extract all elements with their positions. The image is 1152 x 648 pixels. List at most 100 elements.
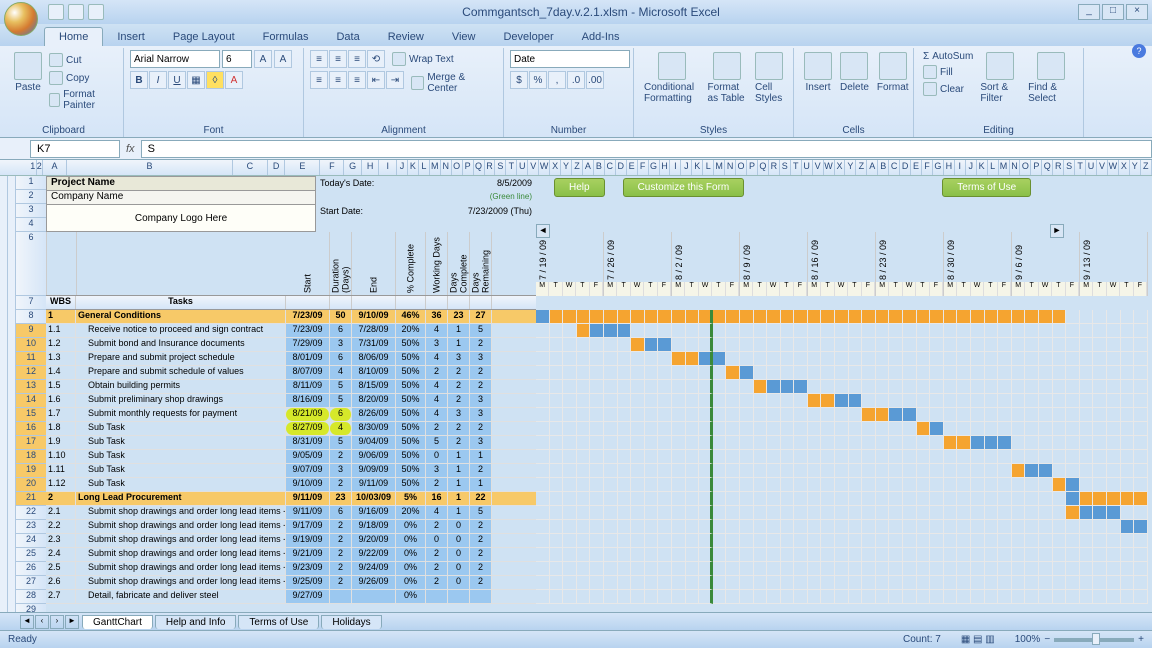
row-head-1[interactable]: 1 [16,176,46,190]
row-head-16[interactable]: 16 [16,422,46,436]
inc-decimal-button[interactable]: .0 [567,71,585,89]
row-head-14[interactable]: 14 [16,394,46,408]
qat-save-icon[interactable] [48,4,64,20]
row-head-27[interactable]: 27 [16,576,46,590]
formula-bar[interactable] [141,140,1152,158]
col-head-E[interactable]: E [285,160,320,175]
cell-styles-button[interactable]: Cell Styles [751,50,787,135]
shrink-font-button[interactable]: A [274,50,292,68]
border-button[interactable]: ▦ [187,71,205,89]
company-name-cell[interactable]: Company Name [47,191,315,205]
row-head-8[interactable]: 8 [16,310,46,324]
font-size-select[interactable] [222,50,252,68]
task-row-1.2[interactable]: 1.2Submit bond and Insurance documents7/… [46,338,536,352]
ribbon-tab-add-ins[interactable]: Add-Ins [568,28,634,46]
ribbon-tab-view[interactable]: View [438,28,490,46]
row-head-4[interactable]: 4 [16,218,46,232]
number-format-select[interactable] [510,50,630,68]
format-painter-button[interactable]: Format Painter [46,88,117,112]
minimize-button[interactable]: _ [1078,4,1100,20]
row-head-9[interactable]: 9 [16,324,46,338]
outline-col-1[interactable] [0,176,8,616]
underline-button[interactable]: U [168,71,186,89]
clear-button[interactable]: Clear [920,81,976,97]
ribbon-tab-page-layout[interactable]: Page Layout [159,28,249,46]
task-row-1.9[interactable]: 1.9Sub Task8/31/0959/04/0950%523 [46,436,536,450]
row-head-2[interactable]: 2 [16,190,46,204]
close-button[interactable]: × [1126,4,1148,20]
task-row-2.6[interactable]: 2.6Submit shop drawings and order long l… [46,576,536,590]
row-head-20[interactable]: 20 [16,478,46,492]
col-head-A[interactable]: A [43,160,67,175]
task-row-1.3[interactable]: 1.3Prepare and submit project schedule8/… [46,352,536,366]
wrap-text-button[interactable]: Wrap Text [389,50,457,68]
row-head-24[interactable]: 24 [16,534,46,548]
col-head-C[interactable]: C [233,160,268,175]
fill-button[interactable]: Fill [920,64,976,80]
help-icon[interactable]: ? [1132,44,1146,58]
task-row-1[interactable]: 1General Conditions7/23/09509/10/0946%36… [46,310,536,324]
ribbon-tab-formulas[interactable]: Formulas [249,28,323,46]
row-head-13[interactable]: 13 [16,380,46,394]
task-row-2.4[interactable]: 2.4Submit shop drawings and order long l… [46,548,536,562]
row-head-25[interactable]: 25 [16,548,46,562]
zoom-in-button[interactable]: + [1138,634,1144,645]
task-row-1.4[interactable]: 1.4Prepare and submit schedule of values… [46,366,536,380]
align-center-button[interactable]: ≡ [329,71,347,89]
task-row-2.1[interactable]: 2.1Submit shop drawings and order long l… [46,506,536,520]
currency-button[interactable]: $ [510,71,528,89]
row-head-17[interactable]: 17 [16,436,46,450]
ribbon-tab-review[interactable]: Review [374,28,438,46]
align-bot-button[interactable]: ≡ [348,50,366,68]
align-mid-button[interactable]: ≡ [329,50,347,68]
paste-button[interactable]: Paste [10,50,46,122]
outline-col-2[interactable] [8,176,16,616]
fill-color-button[interactable]: ◊ [206,71,224,89]
fx-icon[interactable]: fx [126,143,135,155]
conditional-formatting-button[interactable]: Conditional Formatting [640,50,704,135]
col-head-F[interactable]: F [320,160,344,175]
office-button[interactable] [4,2,38,36]
ribbon-tab-data[interactable]: Data [322,28,373,46]
sheet-tab-ganttchart[interactable]: GanttChart [82,615,153,629]
tab-last-button[interactable]: ► [65,615,79,629]
name-box[interactable] [30,140,120,158]
row-head-26[interactable]: 26 [16,562,46,576]
align-top-button[interactable]: ≡ [310,50,328,68]
qat-undo-icon[interactable] [68,4,84,20]
row-head-28[interactable]: 28 [16,590,46,604]
project-name-cell[interactable]: Project Name [47,177,315,191]
row-head-10[interactable]: 10 [16,338,46,352]
percent-button[interactable]: % [529,71,547,89]
tab-first-button[interactable]: ◄ [20,615,34,629]
sheet-tab-terms-of-use[interactable]: Terms of Use [238,615,319,629]
tab-prev-button[interactable]: ‹ [35,615,49,629]
row-head-11[interactable]: 11 [16,352,46,366]
row-head-22[interactable]: 22 [16,506,46,520]
row-head-6[interactable]: 6 [16,232,46,296]
format-cells-button[interactable]: Format [873,50,913,135]
logo-placeholder[interactable]: Company Logo Here [47,205,315,231]
task-row-1.11[interactable]: 1.11Sub Task9/07/0939/09/0950%312 [46,464,536,478]
indent-dec-button[interactable]: ⇤ [367,71,385,89]
bold-button[interactable]: B [130,71,148,89]
terms-button[interactable]: Terms of Use [942,178,1031,197]
col-head-D[interactable]: D [268,160,286,175]
task-row-1.12[interactable]: 1.12Sub Task9/10/0929/11/0950%211 [46,478,536,492]
ribbon-tab-developer[interactable]: Developer [489,28,567,46]
tab-next-button[interactable]: › [50,615,64,629]
font-name-select[interactable] [130,50,220,68]
customize-button[interactable]: Customize this Form [623,178,745,197]
row-head-15[interactable]: 15 [16,408,46,422]
align-left-button[interactable]: ≡ [310,71,328,89]
row-head-23[interactable]: 23 [16,520,46,534]
row-head-21[interactable]: 21 [16,492,46,506]
sort-filter-button[interactable]: Sort & Filter [976,50,1024,106]
qat-redo-icon[interactable] [88,4,104,20]
italic-button[interactable]: I [149,71,167,89]
task-row-2.7[interactable]: 2.7Detail, fabricate and deliver steel9/… [46,590,536,604]
col-head-I[interactable]: I [379,160,397,175]
view-buttons[interactable]: ▦ ▤ ▥ [961,634,995,645]
help-button[interactable]: Help [554,178,605,197]
find-select-button[interactable]: Find & Select [1024,50,1077,106]
